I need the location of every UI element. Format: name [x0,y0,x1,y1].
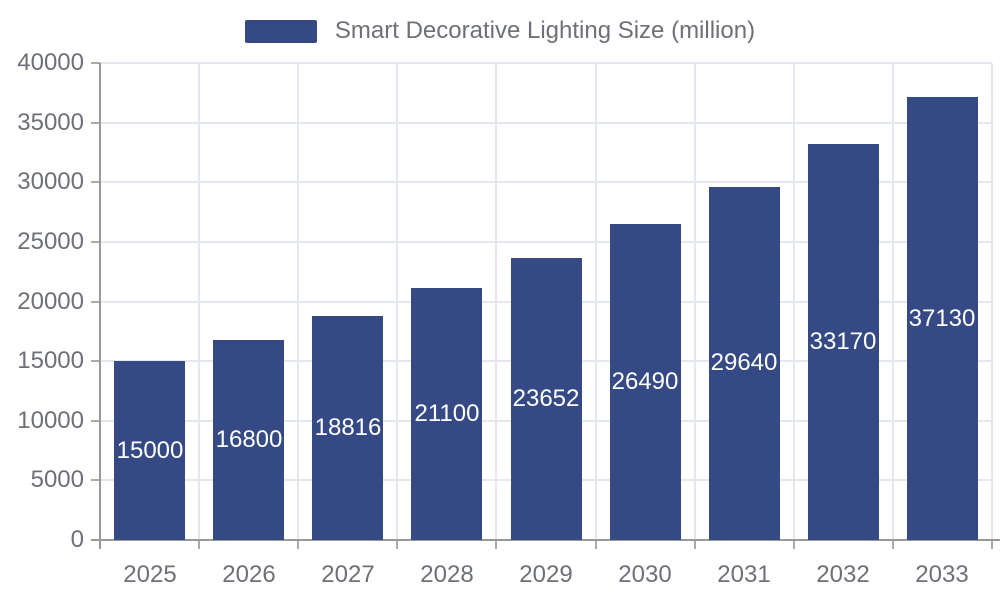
y-axis-tick [91,181,100,184]
chart-legend[interactable]: Smart Decorative Lighting Size (million) [0,17,1000,44]
bar-2026[interactable] [213,340,284,540]
x-axis-tick-label: 2026 [222,561,276,588]
bar-2025[interactable] [114,361,185,540]
bar-value-label: 16800 [215,426,283,453]
x-axis-tick [792,540,795,549]
x-axis-tick [297,540,300,549]
x-axis-line [91,539,1000,541]
x-axis-tick-label: 2025 [123,561,177,588]
grid-line-horizontal [100,121,992,124]
y-axis-tick [91,479,100,482]
y-axis-tick-label: 10000 [17,406,84,434]
y-axis-tick-label: 25000 [17,227,84,255]
grid-line-vertical [891,63,894,540]
grid-line-horizontal [100,181,992,184]
y-axis-tick [91,419,100,422]
bar-2033[interactable] [907,97,978,540]
bar-value-label: 29640 [710,349,778,376]
y-axis-tick-label: 30000 [17,168,84,196]
x-axis-tick-label: 2030 [618,561,672,588]
bar-2032[interactable] [808,144,879,540]
x-axis-tick [693,540,696,549]
x-axis-tick-label: 2032 [816,561,870,588]
bar-value-label: 21100 [414,400,480,427]
bar-2028[interactable] [411,288,482,540]
y-axis-tick [91,360,100,363]
x-axis-tick [594,540,597,549]
y-axis-tick-label: 20000 [17,287,84,315]
bar-2027[interactable] [312,316,383,540]
grid-line-vertical [198,63,201,540]
grid-line-vertical [396,63,399,540]
y-axis-tick-label: 15000 [17,347,84,375]
y-axis-tick [91,300,100,303]
grid-line-vertical [495,63,498,540]
bar-2029[interactable] [511,258,582,540]
bar-value-label: 18816 [314,414,382,441]
x-axis-tick [396,540,399,549]
legend-label: Smart Decorative Lighting Size (million) [334,17,756,44]
y-axis-tick-label: 35000 [17,108,84,136]
grid-line-vertical [991,63,993,540]
y-axis-line [99,63,101,549]
grid-line-horizontal [100,240,992,243]
grid-line-vertical [594,63,597,540]
y-axis-tick [91,240,100,243]
y-axis-tick [91,62,100,64]
legend-swatch-icon [244,19,317,43]
bar-value-label: 37130 [908,305,976,332]
bar-value-label: 26490 [611,368,679,395]
bar-2031[interactable] [709,187,780,540]
y-axis-tick-label: 0 [70,526,84,553]
bar-value-label: 33170 [809,328,877,355]
x-axis-tick-label: 2029 [519,561,573,588]
grid-line-horizontal [100,62,992,64]
x-axis-tick [198,540,201,549]
grid-line-vertical [792,63,795,540]
y-axis-tick [91,121,100,124]
grid-line-vertical [693,63,696,540]
grid-line-vertical [297,63,300,540]
x-axis-tick-label: 2028 [420,561,474,588]
x-axis-tick-label: 2031 [717,561,771,588]
x-axis-tick [495,540,498,549]
x-axis-tick-label: 2033 [915,561,969,588]
y-axis-tick-label: 40000 [17,49,84,76]
x-axis-tick-label: 2027 [321,561,375,588]
y-axis-tick-label: 5000 [30,466,84,494]
bar-value-label: 15000 [116,437,184,464]
x-axis-tick [991,540,993,549]
bar-value-label: 23652 [512,385,580,412]
x-axis-tick [891,540,894,549]
bar-2030[interactable] [610,224,681,540]
